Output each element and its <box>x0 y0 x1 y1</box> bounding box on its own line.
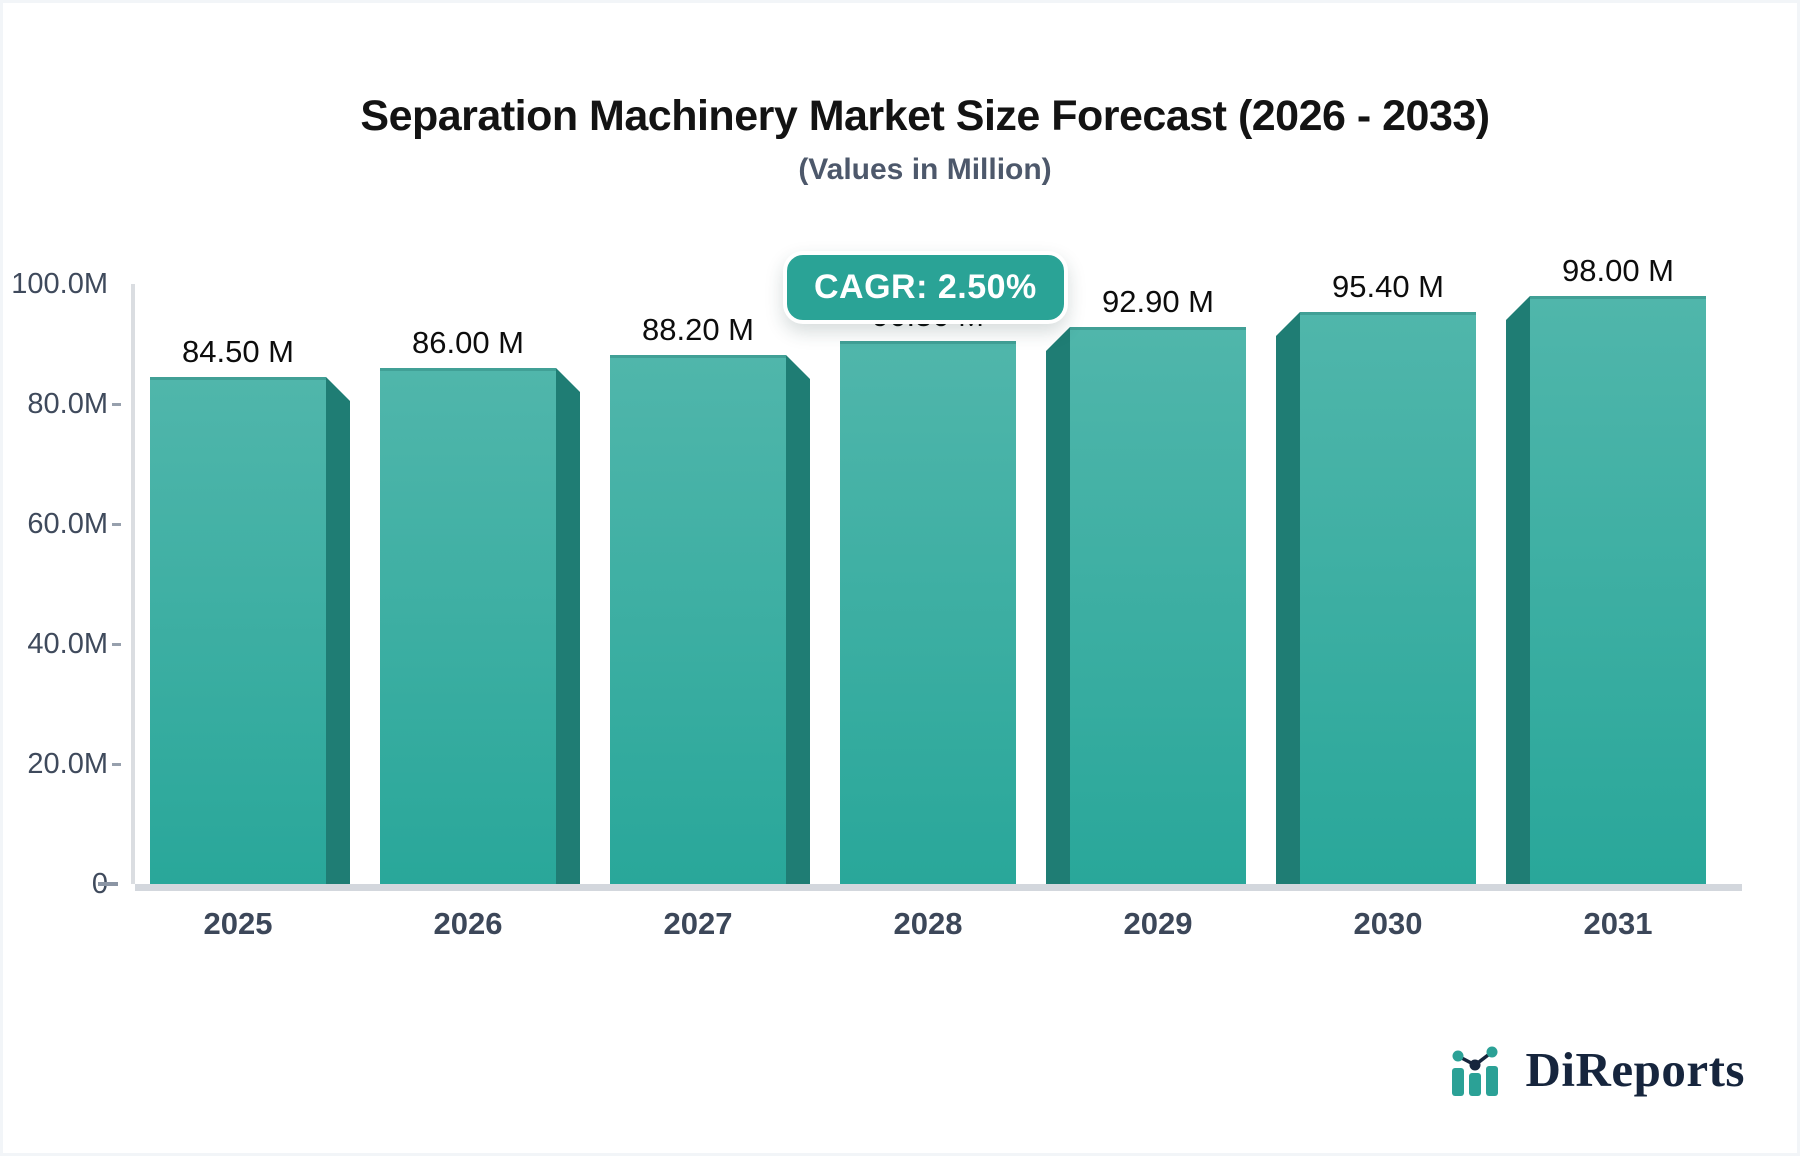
y-tick-label: 0 <box>0 869 108 899</box>
bar-front-face <box>380 368 556 884</box>
y-tick-label: 40.0M <box>27 628 108 660</box>
bar-front-face <box>610 355 786 884</box>
bar-line-chart-icon <box>1452 1046 1499 1096</box>
x-tick-label: 2028 <box>893 906 963 941</box>
bar-side-face <box>1506 296 1530 884</box>
bar-value-label: 84.50 M <box>181 334 294 369</box>
x-tick-label: 2026 <box>433 906 503 941</box>
y-tick-label: 80.0M <box>27 388 108 420</box>
y-tick-mark <box>98 882 118 886</box>
chart-subtitle: (Values in Million) <box>798 153 1052 186</box>
bar-value-label: 98.00 M <box>1561 253 1674 288</box>
bar[interactable]: 86.00 M <box>380 325 580 884</box>
bar-value-label: 95.40 M <box>1331 269 1444 304</box>
bar-value-label: 86.00 M <box>411 325 524 360</box>
x-tick-label: 2025 <box>203 906 273 941</box>
bar-front-face <box>1070 327 1246 884</box>
bar[interactable]: 90.50 M <box>840 298 1016 884</box>
y-tick-label: 100.0M <box>11 268 108 300</box>
brand-logo: DiReports <box>1450 1041 1745 1098</box>
bar-front-face <box>840 341 1016 884</box>
chart-title: Separation Machinery Market Size Forecas… <box>360 92 1490 140</box>
y-tick-mark <box>112 763 121 766</box>
y-tick-label: 20.0M <box>27 748 108 780</box>
y-tick-mark <box>112 403 121 406</box>
bar-value-label: 88.20 M <box>641 312 754 347</box>
x-tick-label: 2030 <box>1353 906 1423 941</box>
bar-side-face <box>556 368 580 884</box>
bar[interactable]: 84.50 M <box>150 334 350 884</box>
bar-front-face <box>150 377 326 884</box>
x-tick-label: 2031 <box>1583 906 1653 941</box>
bar[interactable]: 98.00 M <box>1506 253 1706 884</box>
bar-value-label: 92.90 M <box>1101 284 1214 319</box>
x-tick-label: 2029 <box>1123 906 1193 941</box>
x-axis-line <box>135 884 1742 891</box>
cagr-badge-label: CAGR: 2.50% <box>814 268 1037 306</box>
bar-side-face <box>326 377 350 884</box>
y-tick-label: 60.0M <box>27 508 108 540</box>
bar-front-face <box>1300 312 1476 884</box>
cagr-badge: CAGR: 2.50% <box>783 251 1068 324</box>
bar-side-face <box>1046 327 1070 884</box>
y-tick-mark <box>112 523 121 526</box>
bar[interactable]: 92.90 M <box>1046 284 1246 884</box>
y-tick-mark <box>112 643 121 646</box>
bar[interactable]: 95.40 M <box>1276 269 1476 884</box>
chart-header: Separation Machinery Market Size Forecas… <box>50 92 1800 187</box>
brand-logo-text: DiReports <box>1525 1042 1745 1097</box>
y-axis-line <box>131 284 135 884</box>
bar-front-face <box>1530 296 1706 884</box>
bar-side-face <box>786 355 810 884</box>
bar[interactable]: 88.20 M <box>610 312 810 884</box>
x-tick-label: 2027 <box>663 906 733 941</box>
bar-side-face <box>1276 312 1300 884</box>
